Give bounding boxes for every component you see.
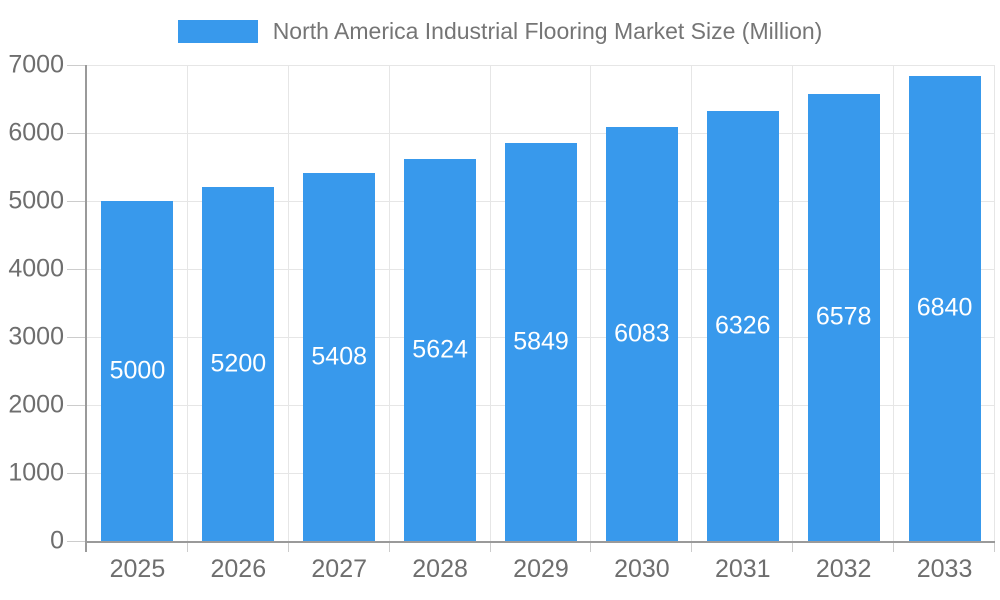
y-axis-tick xyxy=(67,65,85,66)
x-tick-label: 2030 xyxy=(614,555,670,583)
x-tick-label: 2027 xyxy=(311,555,368,583)
grid-line-vertical xyxy=(388,65,390,541)
grid-line-horizontal xyxy=(87,65,995,66)
grid-line-vertical xyxy=(792,65,794,541)
bar[interactable]: 5200 xyxy=(202,187,275,541)
x-axis-tick xyxy=(792,543,794,552)
y-tick-label: 5000 xyxy=(8,186,64,215)
x-axis-tick xyxy=(590,543,592,552)
y-axis-tick xyxy=(67,405,85,406)
bar[interactable]: 5408 xyxy=(303,173,376,541)
x-axis-tick xyxy=(388,543,390,552)
y-axis-tick xyxy=(67,541,85,542)
grid-line-horizontal xyxy=(87,133,995,134)
legend-label: North America Industrial Flooring Market… xyxy=(272,18,823,44)
bar-value-label: 6840 xyxy=(916,293,973,322)
grid-line-vertical xyxy=(590,65,592,541)
bar-value-label: 5200 xyxy=(210,349,267,378)
y-axis-tick xyxy=(67,269,85,270)
bar[interactable]: 6326 xyxy=(706,110,779,541)
y-axis-tick xyxy=(67,473,85,474)
x-axis: 2025 2026 2027 2028 2029 2030 2031 2032 2033 xyxy=(87,554,995,586)
bar[interactable]: 5624 xyxy=(404,158,477,541)
x-axis-tick xyxy=(994,543,995,552)
y-axis-tick xyxy=(67,337,85,338)
grid-line-vertical xyxy=(691,65,693,541)
bar-value-label: 5408 xyxy=(311,342,368,371)
x-axis-tick xyxy=(489,543,491,552)
y-axis-tick xyxy=(67,133,85,134)
y-tick-label: 4000 xyxy=(8,254,64,283)
bar-value-label: 5849 xyxy=(513,327,569,356)
y-tick-label: 6000 xyxy=(8,118,64,147)
bar-value-label: 6083 xyxy=(614,319,670,348)
x-tick-label: 2025 xyxy=(109,555,166,583)
x-tick-label: 2028 xyxy=(412,555,468,583)
grid-line-vertical xyxy=(994,65,995,541)
bar[interactable]: 6083 xyxy=(605,127,678,541)
y-tick-label: 7000 xyxy=(8,50,64,79)
y-tick-label: 3000 xyxy=(8,322,64,351)
y-tick-label: 0 xyxy=(50,526,64,555)
x-axis-tick xyxy=(893,543,895,552)
bar[interactable]: 5000 xyxy=(101,201,174,541)
grid-line-vertical xyxy=(893,65,895,541)
y-tick-label: 2000 xyxy=(8,390,64,419)
x-tick-label: 2033 xyxy=(916,555,973,583)
legend-item[interactable]: North America Industrial Flooring Market… xyxy=(0,18,1000,45)
grid-line-vertical xyxy=(287,65,289,541)
x-axis-tick xyxy=(691,543,693,552)
x-tick-label: 2032 xyxy=(815,555,872,583)
bar-value-label: 5000 xyxy=(109,356,166,385)
x-tick-label: 2026 xyxy=(210,555,267,583)
plot-area: 5000 5200 5408 5624 5849 6083 6326 6578 6840 xyxy=(85,65,995,543)
bar[interactable]: 5849 xyxy=(505,143,577,541)
grid-line-vertical xyxy=(489,65,491,541)
y-axis: 0 1000 2000 3000 4000 5000 6000 7000 xyxy=(0,52,64,553)
x-axis-tick xyxy=(186,543,188,552)
bar-value-label: 6578 xyxy=(815,302,872,331)
x-tick-label: 2031 xyxy=(714,555,771,583)
legend-swatch xyxy=(177,20,258,43)
x-tick-label: 2029 xyxy=(513,555,569,583)
grid-line-vertical xyxy=(186,65,188,541)
bar-value-label: 6326 xyxy=(714,311,771,340)
axis-corner-tick xyxy=(85,541,87,552)
y-axis-tick xyxy=(67,201,85,202)
x-axis-tick xyxy=(287,543,289,552)
bar-value-label: 5624 xyxy=(412,335,468,364)
bar[interactable]: 6578 xyxy=(807,93,880,541)
y-tick-label: 1000 xyxy=(8,458,64,487)
bar[interactable]: 6840 xyxy=(908,75,981,541)
